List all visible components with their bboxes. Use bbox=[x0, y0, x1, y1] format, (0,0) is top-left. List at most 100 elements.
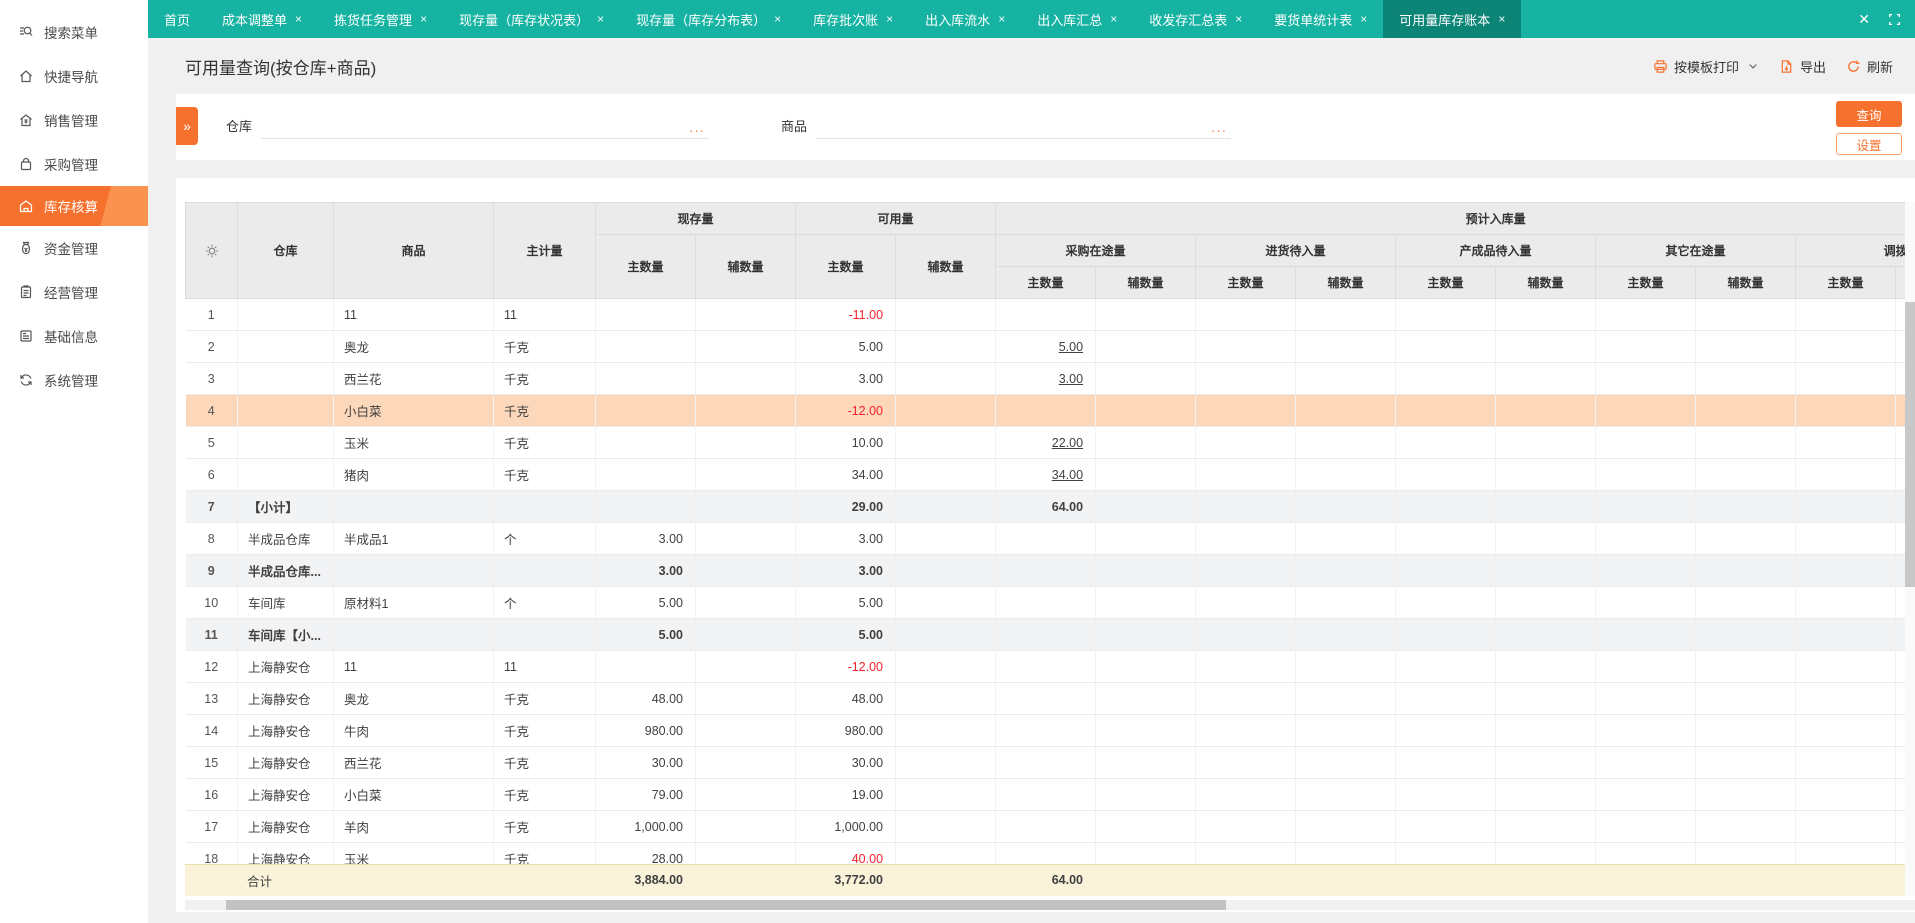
cell-current-main-qty: 48.00 bbox=[595, 682, 696, 715]
warehouse-picker-ellipsis-icon[interactable]: ··· bbox=[689, 122, 706, 138]
cell-available-main-qty: 5.00 bbox=[795, 586, 897, 619]
tab-4[interactable]: 现存量（库存状况表） × bbox=[443, 0, 620, 38]
cell-other-in-transit-main-qty bbox=[1595, 650, 1697, 683]
table-row-13[interactable]: 13 上海静安仓 奥龙 千克 48.00 48.00 bbox=[185, 682, 1915, 715]
sidebar-item-5[interactable]: 库存核算 bbox=[0, 186, 148, 226]
cell-purchase-in-transit-main-qty[interactable]: 22.00 bbox=[995, 426, 1097, 459]
printer-icon bbox=[1654, 59, 1667, 73]
cell-other-in-transit-aux-qty bbox=[1695, 458, 1797, 491]
cell-current-aux-qty bbox=[695, 554, 797, 587]
cell-finished-goods-pending-main-qty bbox=[1395, 810, 1497, 843]
tab-8[interactable]: 出入库汇总 × bbox=[1021, 0, 1133, 38]
tab-close-icon[interactable]: × bbox=[886, 12, 894, 26]
tab-close-icon[interactable]: × bbox=[1360, 12, 1368, 26]
print-by-template-button[interactable]: 按模板打印 bbox=[1653, 57, 1739, 76]
table-row-17[interactable]: 17 上海静安仓 羊肉 千克 1,000.00 1,000.00 bbox=[185, 810, 1915, 843]
table-row-10[interactable]: 10 车间库 原材料1 个 5.00 5.00 bbox=[185, 586, 1915, 619]
fullscreen-icon[interactable] bbox=[1888, 13, 1901, 26]
warehouse-input[interactable]: ··· bbox=[261, 122, 710, 139]
expand-filter-button[interactable]: » bbox=[176, 107, 198, 145]
tab-window-controls: ✕ bbox=[1844, 0, 1915, 38]
tab-7[interactable]: 出入库流水 × bbox=[909, 0, 1021, 38]
table-row-7[interactable]: 7 【小计】 29.00 64.00 bbox=[185, 490, 1915, 523]
sidebar-item-3[interactable]: 销售管理 bbox=[0, 98, 148, 142]
tab-9[interactable]: 收发存汇总表 × bbox=[1133, 0, 1258, 38]
tab-label: 收发存汇总表 bbox=[1149, 12, 1228, 28]
table-row-9[interactable]: 9 半成品仓库... 3.00 3.00 bbox=[185, 554, 1915, 587]
table-row-5[interactable]: 5 玉米 千克 10.00 22.00 bbox=[185, 426, 1915, 459]
cell-incoming-pending-main-qty bbox=[1195, 330, 1297, 363]
tab-close-icon[interactable]: × bbox=[1235, 12, 1243, 26]
cell-available-main-qty: 980.00 bbox=[795, 714, 897, 747]
table-row-1[interactable]: 1 11 11 -11.00 bbox=[185, 298, 1915, 331]
table-body: 1 11 11 -11.00 2 奥龙 千克 5.00 5.00 3 西兰花 千克 3.00 3.00 4 小… bbox=[185, 298, 1915, 875]
cell-goods: 小白菜 bbox=[333, 778, 494, 811]
tab-close-icon[interactable]: × bbox=[420, 12, 428, 26]
sidebar-item-4[interactable]: 采购管理 bbox=[0, 142, 148, 186]
search-button[interactable]: 查询 bbox=[1836, 101, 1902, 127]
cell-other-in-transit-aux-qty bbox=[1695, 618, 1797, 651]
tab-2[interactable]: 成本调整单 × bbox=[206, 0, 318, 38]
cell-purchase-in-transit-main-qty[interactable]: 3.00 bbox=[995, 362, 1097, 395]
cell-current-main-qty: 30.00 bbox=[595, 746, 696, 779]
goods-picker-ellipsis-icon[interactable]: ··· bbox=[1211, 122, 1228, 138]
cell-available-main-qty: -12.00 bbox=[795, 650, 897, 683]
cell-goods: 奥龙 bbox=[333, 682, 494, 715]
cell-purchase-in-transit-main-qty[interactable]: 5.00 bbox=[995, 330, 1097, 363]
cell-purchase-in-transit-main-qty bbox=[995, 618, 1097, 651]
table-row-4[interactable]: 4 小白菜 千克 -12.00 bbox=[185, 394, 1915, 427]
tab-1[interactable]: 首页 bbox=[148, 0, 206, 38]
tab-close-icon[interactable]: × bbox=[1110, 12, 1118, 26]
tab-close-icon[interactable]: × bbox=[998, 12, 1006, 26]
goods-input[interactable]: ··· bbox=[816, 122, 1232, 139]
table-row-12[interactable]: 12 上海静安仓 11 11 -12.00 bbox=[185, 650, 1915, 683]
tab-3[interactable]: 拣货任务管理 × bbox=[318, 0, 443, 38]
tab-close-icon[interactable]: × bbox=[295, 12, 303, 26]
close-all-tabs-icon[interactable]: ✕ bbox=[1858, 10, 1870, 27]
row-number: 8 bbox=[185, 522, 238, 555]
table-row-16[interactable]: 16 上海静安仓 小白菜 千克 79.00 19.00 bbox=[185, 778, 1915, 811]
horizontal-scrollbar-thumb[interactable] bbox=[226, 900, 1226, 910]
sidebar-item-label: 基础信息 bbox=[44, 330, 98, 345]
cell-current-aux-qty bbox=[695, 650, 797, 683]
cell-finished-goods-pending-main-qty bbox=[1395, 426, 1497, 459]
cell-purchase-in-transit-main-qty bbox=[995, 682, 1097, 715]
table-row-11[interactable]: 11 车间库【小... 5.00 5.00 bbox=[185, 618, 1915, 651]
table-row-14[interactable]: 14 上海静安仓 牛肉 千克 980.00 980.00 bbox=[185, 714, 1915, 747]
sidebar-item-8[interactable]: 基础信息 bbox=[0, 314, 148, 358]
tab-10[interactable]: 要货单统计表 × bbox=[1258, 0, 1383, 38]
row-number: 10 bbox=[185, 586, 238, 619]
tab-5[interactable]: 现存量（库存分布表） × bbox=[620, 0, 797, 38]
sidebar-item-7[interactable]: 经营管理 bbox=[0, 270, 148, 314]
sidebar-item-2[interactable]: 快捷导航 bbox=[0, 54, 148, 98]
sidebar-item-6[interactable]: 资金管理 bbox=[0, 226, 148, 270]
subgroup-header-incoming-pending: 进货待入量 bbox=[1195, 234, 1397, 267]
cell-other-in-transit-aux-qty bbox=[1695, 330, 1797, 363]
vertical-scrollbar-thumb[interactable] bbox=[1905, 302, 1915, 587]
tab-6[interactable]: 库存批次账 × bbox=[797, 0, 909, 38]
row-number: 9 bbox=[185, 554, 238, 587]
sidebar-item-label: 经营管理 bbox=[44, 286, 98, 301]
table-row-2[interactable]: 2 奥龙 千克 5.00 5.00 bbox=[185, 330, 1915, 363]
cell-current-main-qty: 5.00 bbox=[595, 586, 696, 619]
print-options-caret-icon[interactable] bbox=[1747, 60, 1759, 72]
tab-close-icon[interactable]: × bbox=[1498, 12, 1506, 26]
cell-purchase-in-transit-main-qty[interactable]: 34.00 bbox=[995, 458, 1097, 491]
tab-close-icon[interactable]: × bbox=[597, 12, 605, 26]
table-row-8[interactable]: 8 半成品仓库 半成品1 个 3.00 3.00 bbox=[185, 522, 1915, 555]
settings-button[interactable]: 设置 bbox=[1836, 133, 1902, 155]
tab-11[interactable]: 可用量库存账本 × bbox=[1383, 0, 1522, 38]
sidebar-item-9[interactable]: 系统管理 bbox=[0, 358, 148, 402]
tab-close-icon[interactable]: × bbox=[774, 12, 782, 26]
table-row-15[interactable]: 15 上海静安仓 西兰花 千克 30.00 30.00 bbox=[185, 746, 1915, 779]
column-settings-gear-icon[interactable] bbox=[185, 202, 238, 299]
cell-unit: 千克 bbox=[493, 362, 596, 395]
sidebar-item-1[interactable]: 搜索菜单 bbox=[0, 10, 148, 54]
export-button[interactable]: 导出 bbox=[1779, 57, 1826, 76]
cell-purchase-in-transit-aux-qty bbox=[1095, 810, 1197, 843]
cell-incoming-pending-main-qty bbox=[1195, 298, 1297, 331]
table-row-3[interactable]: 3 西兰花 千克 3.00 3.00 bbox=[185, 362, 1915, 395]
refresh-button[interactable]: 刷新 bbox=[1846, 57, 1893, 76]
table-card: 仓库 商品 主计量 现存量 可用量 预计入库量 主数量 辅数量 主数量 辅数量 bbox=[176, 178, 1915, 912]
table-row-6[interactable]: 6 猪肉 千克 34.00 34.00 bbox=[185, 458, 1915, 491]
